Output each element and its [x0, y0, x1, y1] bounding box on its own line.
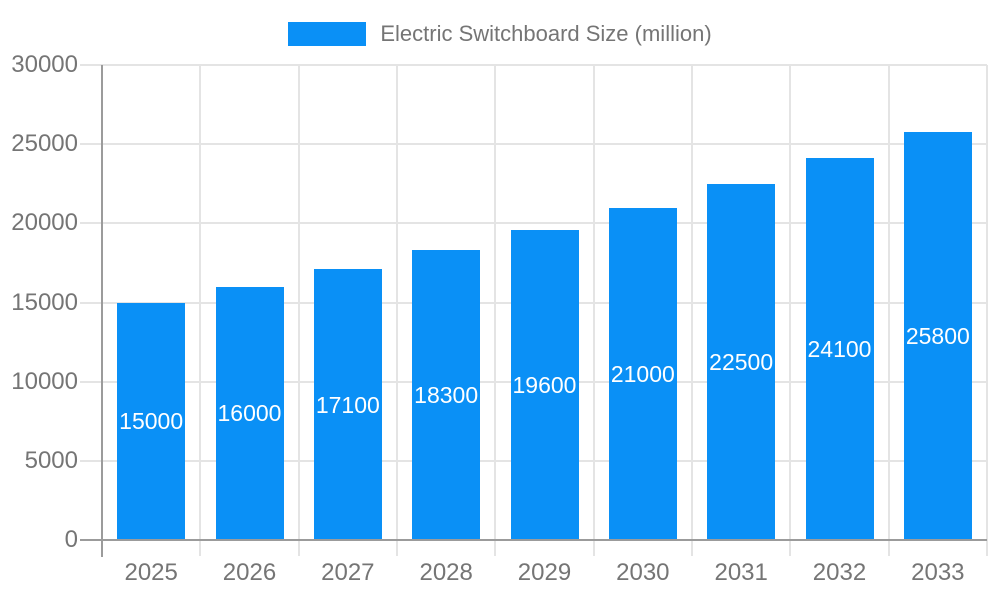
y-axis-line: [101, 65, 103, 557]
y-axis-tick-label: 10000: [11, 367, 78, 395]
bar-value-label: 22500: [709, 348, 774, 375]
legend-swatch-icon: [288, 22, 367, 46]
bar-value-label: 21000: [610, 360, 675, 387]
bar[interactable]: [707, 183, 776, 540]
gridline-vertical: [199, 65, 202, 556]
bar-value-label: 25800: [905, 322, 970, 349]
gridline-horizontal: [80, 64, 987, 66]
gridline-horizontal: [80, 222, 987, 225]
x-axis-tick-label: 2027: [321, 559, 375, 586]
bar-value-label: 24100: [807, 336, 872, 363]
gridline-vertical: [986, 65, 988, 556]
gridline-vertical: [396, 65, 398, 556]
gridline-vertical: [297, 65, 300, 556]
x-axis-tick-label: 2030: [616, 559, 670, 586]
gridline-vertical: [887, 65, 890, 556]
x-axis-tick-label: 2032: [812, 559, 867, 586]
x-axis-tick-label: 2028: [419, 559, 473, 586]
legend[interactable]: Electric Switchboard Size (million): [0, 14, 1000, 54]
bar[interactable]: [805, 158, 874, 540]
y-axis-tick-label: 25000: [11, 130, 78, 158]
bar[interactable]: [117, 302, 186, 540]
x-axis-tick-label: 2026: [222, 559, 277, 586]
x-axis-tick-label: 2025: [124, 559, 178, 586]
bar[interactable]: [903, 131, 972, 540]
gridline-horizontal: [80, 143, 987, 146]
bar-value-label: 18300: [414, 382, 479, 409]
bar-value-label: 17100: [315, 391, 380, 418]
gridline-vertical: [691, 65, 693, 556]
bar[interactable]: [608, 207, 677, 540]
bar-value-label: 16000: [217, 400, 282, 427]
bar[interactable]: [510, 229, 579, 540]
x-axis-baseline: [80, 539, 987, 541]
bar[interactable]: [215, 286, 284, 540]
bar[interactable]: [313, 269, 382, 540]
y-axis-tick-label: 30000: [11, 51, 78, 78]
x-axis-tick-label: 2033: [911, 559, 965, 586]
x-axis-tick-label: 2029: [517, 559, 572, 586]
y-axis-tick-label: 20000: [11, 209, 78, 237]
y-axis-tick-label: 15000: [11, 288, 78, 316]
legend-label: Electric Switchboard Size (million): [380, 21, 712, 46]
y-axis-tick-label: 0: [64, 526, 78, 553]
bar-value-label: 15000: [119, 408, 184, 435]
gridline-vertical: [592, 65, 595, 556]
y-axis-tick-label: 5000: [24, 446, 78, 474]
x-axis-tick-label: 2031: [714, 559, 768, 586]
gridline-vertical: [789, 65, 792, 556]
bar-value-label: 19600: [512, 371, 577, 398]
bar[interactable]: [412, 250, 481, 540]
gridline-vertical: [494, 65, 497, 556]
